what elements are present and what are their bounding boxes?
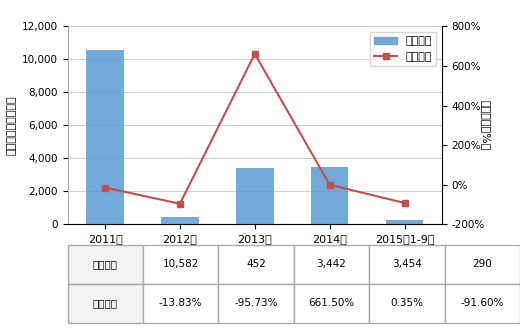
Y-axis label: 出口數量（平方米）: 出口數量（平方米） bbox=[6, 96, 16, 155]
Bar bbox=[236, 168, 274, 224]
Bar bbox=[161, 217, 199, 224]
Y-axis label: 同比增速（%）: 同比增速（%） bbox=[480, 100, 490, 150]
Bar bbox=[311, 167, 348, 224]
Bar bbox=[86, 50, 124, 224]
Bar bbox=[386, 220, 423, 224]
Legend: 出口數量, 同比增長: 出口數量, 同比增長 bbox=[370, 32, 436, 66]
